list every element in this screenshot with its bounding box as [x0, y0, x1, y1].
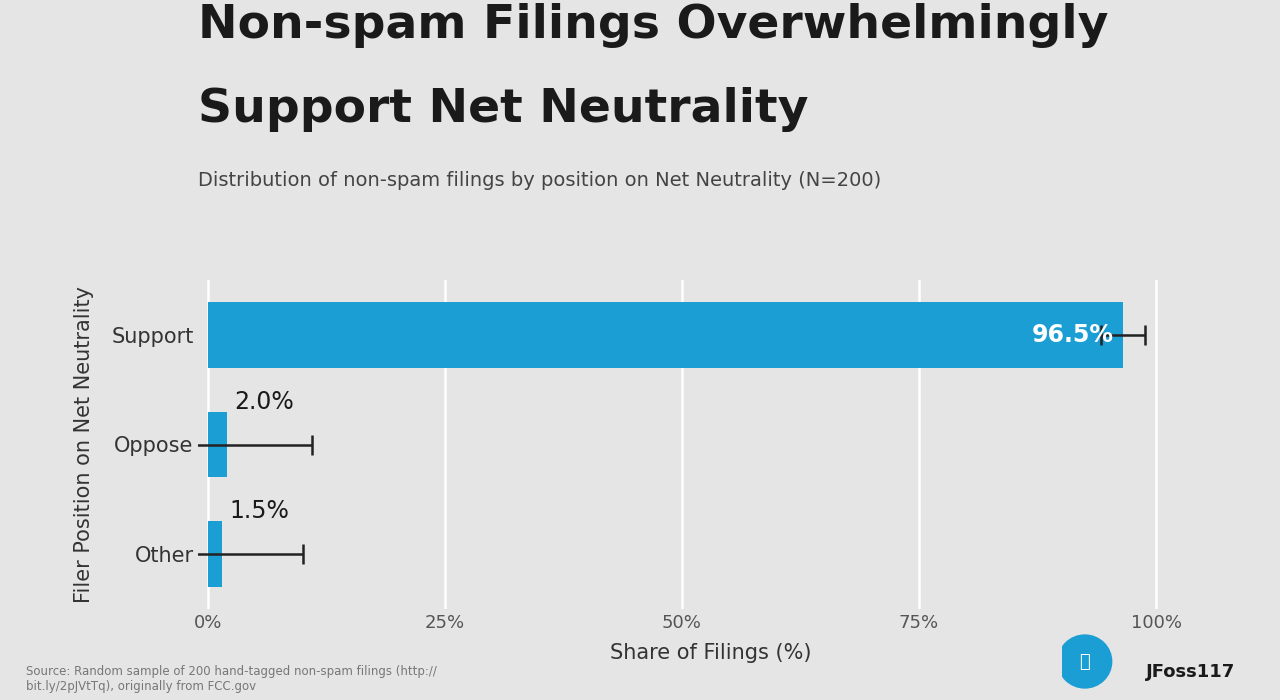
Text: Support Net Neutrality: Support Net Neutrality	[198, 88, 809, 132]
Text: 1.5%: 1.5%	[229, 500, 289, 524]
Text: Distribution of non-spam filings by position on Net Neutrality (N=200): Distribution of non-spam filings by posi…	[198, 172, 882, 190]
X-axis label: Share of Filings (%): Share of Filings (%)	[609, 643, 812, 663]
Circle shape	[1057, 635, 1111, 688]
Text: Source: Random sample of 200 hand-tagged non-spam filings (http://
bit.ly/2pJVtT: Source: Random sample of 200 hand-tagged…	[26, 665, 436, 693]
Text: 2.0%: 2.0%	[234, 390, 294, 414]
Text: 96.5%: 96.5%	[1032, 323, 1114, 346]
Text: 🐦: 🐦	[1079, 652, 1091, 671]
Y-axis label: Filer Position on Net Neutrality: Filer Position on Net Neutrality	[74, 286, 95, 603]
Bar	[207, 302, 1123, 368]
Bar	[207, 522, 223, 587]
Text: JFoss117: JFoss117	[1146, 663, 1235, 681]
Bar	[207, 412, 227, 477]
Text: Non-spam Filings Overwhelmingly: Non-spam Filings Overwhelmingly	[198, 4, 1108, 48]
